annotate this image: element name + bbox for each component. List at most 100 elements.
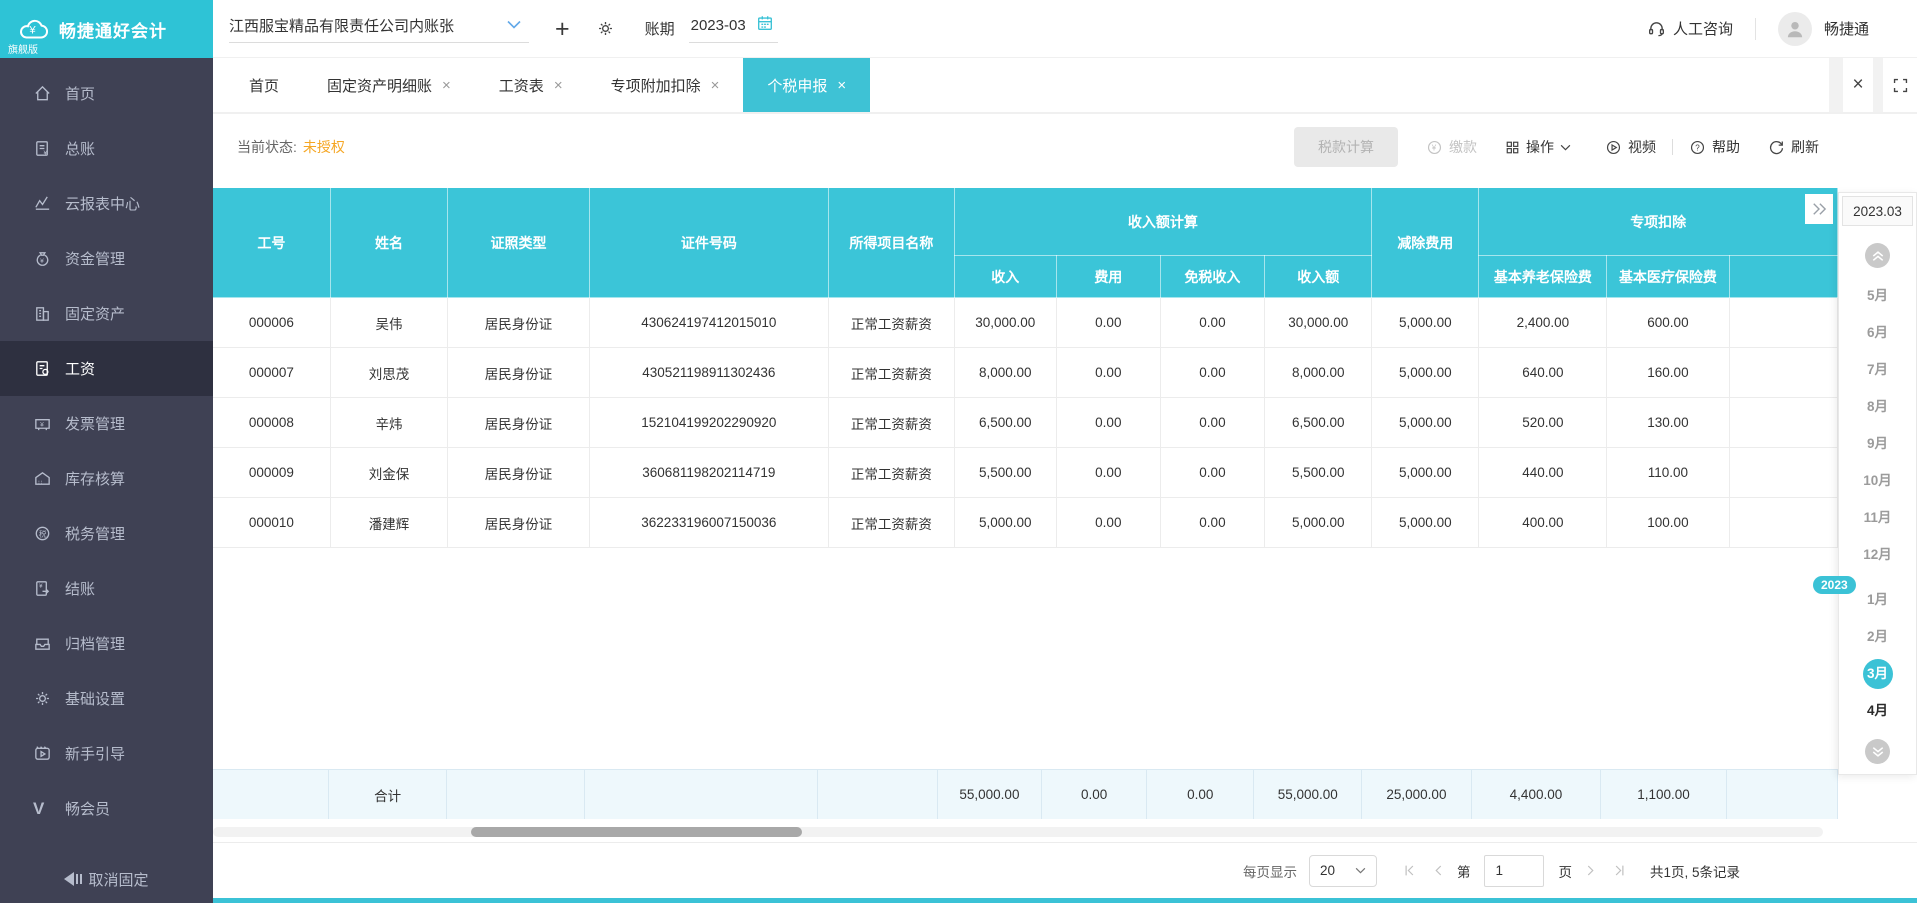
operations-menu[interactable]: 操作 (1505, 137, 1577, 157)
sidebar-item-label: 库存核算 (65, 471, 126, 488)
prev-page-button[interactable] (1431, 863, 1446, 878)
member-v-icon: V (33, 799, 45, 818)
record-summary: 共1页, 5条记录 (1649, 864, 1740, 880)
scroll-down-button[interactable] (1865, 739, 1890, 764)
status-label: 当前状态: (237, 139, 297, 155)
totals-cell: 1,100.00 (1600, 769, 1727, 819)
month-item[interactable]: 6月 (1866, 325, 1888, 340)
period-value: 2023-03 (690, 17, 746, 34)
month-item[interactable]: 11月 (1863, 510, 1892, 525)
add-account-button[interactable]: + (555, 14, 570, 43)
invoice-icon: ¥ (33, 414, 52, 433)
sidebar-item-guide[interactable]: 新手引导 (0, 726, 213, 781)
pay-button[interactable]: ¥ 缴款 (1426, 137, 1477, 157)
sidebar-item-funds[interactable]: ¥ 资金管理 (0, 231, 213, 286)
sidebar-item-label: 云报表中心 (65, 196, 141, 213)
month-item[interactable]: 10月 (1863, 473, 1892, 488)
help-button[interactable]: ? 帮助 (1689, 137, 1740, 157)
account-settings-gear-icon[interactable] (596, 19, 615, 38)
totals-cell: 25,000.00 (1361, 769, 1472, 819)
unpin-sidebar-button[interactable]: 取消固定 (0, 855, 213, 903)
tab-item[interactable]: 首页 (225, 58, 303, 112)
table-row[interactable]: 000009 刘金保 居民身份证 360681198202114719 正常工资薪资 5,… (213, 447, 1838, 498)
totals-cell: 合计 (328, 769, 448, 819)
company-selector[interactable]: 江西服宝精品有限责任公司内账张 (229, 15, 529, 43)
scroll-up-button[interactable] (1865, 243, 1890, 268)
expand-panel-button[interactable] (1805, 194, 1833, 224)
month-item[interactable]: 7月 (1866, 362, 1888, 377)
divider (1754, 17, 1756, 40)
month-item[interactable]: 9月 (1866, 436, 1888, 451)
table-cell: 0.00 (1055, 397, 1161, 448)
close-tab-button[interactable]: × (1829, 58, 1873, 112)
tab-item[interactable]: 专项附加扣除 × (587, 58, 744, 112)
sidebar-item-inventory[interactable]: 库存核算 (0, 451, 213, 506)
sidebar-item-member[interactable]: V 畅会员 (0, 781, 213, 836)
table-cell: 辛炜 (329, 397, 449, 448)
tab-close-icon[interactable]: × (710, 76, 720, 94)
refresh-button[interactable]: 刷新 (1768, 137, 1819, 157)
first-page-button[interactable] (1402, 863, 1417, 878)
table-cell: 正常工资薪资 (828, 347, 955, 398)
page-size-select[interactable]: 20 (1308, 854, 1377, 887)
unpin-label: 取消固定 (88, 871, 149, 889)
closing-icon: ¥ (33, 579, 52, 598)
tax-calc-button[interactable]: 税款计算 (1294, 127, 1398, 167)
scrollbar-thumb[interactable] (471, 827, 802, 837)
sidebar-item-home[interactable]: 首页 (0, 66, 213, 121)
avatar[interactable] (1777, 11, 1812, 46)
month-item[interactable]: 3月 (1862, 659, 1893, 689)
collapse-bars-icon (76, 874, 83, 884)
sidebar-item-label: 新手引导 (65, 746, 126, 763)
table-cell: 5,000.00 (1371, 397, 1480, 448)
toolbar-actions: 税款计算 ¥ 缴款 操作 视频 ? 帮助 刷新 (1294, 127, 1819, 167)
tab-item[interactable]: 工资表 × (475, 58, 587, 112)
tab-label: 个税申报 (767, 77, 828, 95)
period-selector[interactable]: 2023-03 (688, 14, 778, 43)
month-item[interactable]: 2月 (1866, 629, 1888, 644)
table-row[interactable]: 000006 吴伟 居民身份证 430624197412015010 正常工资薪资 30,… (213, 297, 1838, 348)
video-help-button[interactable]: 视频 (1605, 137, 1656, 157)
table-row[interactable]: 000010 潘建辉 居民身份证 362233196007150036 正常工资薪资 5,… (213, 497, 1838, 548)
sidebar-item-closing[interactable]: ¥ 结账 (0, 561, 213, 616)
totals-table: 合计 55,000.00 0.00 0.00 55,000.00 25,000.00 4,4… (213, 769, 1838, 819)
sidebar-item-label: 发票管理 (65, 416, 126, 433)
month-item[interactable]: 4月 (1866, 703, 1888, 718)
next-page-button[interactable] (1583, 863, 1598, 878)
sidebar-item-general-ledger[interactable]: ¥ 总账 (0, 121, 213, 176)
table-cell: 正常工资薪资 (828, 447, 955, 498)
support-button[interactable]: 人工咨询 (1647, 18, 1733, 39)
last-page-button[interactable] (1612, 863, 1627, 878)
table-cell: 正常工资薪资 (828, 497, 955, 548)
table-cell: 5,500.00 (953, 447, 1057, 498)
sidebar-item-salary[interactable]: 工资 (0, 341, 213, 396)
sidebar-item-settings[interactable]: 基础设置 (0, 671, 213, 726)
pay-yuan-icon: ¥ (1427, 140, 1442, 154)
month-item[interactable]: 1月 (1866, 592, 1888, 607)
totals-cell (446, 769, 586, 819)
table-cell: 5,500.00 (1264, 447, 1373, 498)
month-item[interactable]: 5月 (1866, 288, 1888, 303)
tab-close-icon[interactable]: × (553, 76, 563, 94)
company-name: 江西服宝精品有限责任公司内账张 (229, 17, 455, 35)
tab-close-icon[interactable]: × (837, 76, 847, 94)
table-cell: 0.00 (1159, 347, 1266, 398)
page-number-input[interactable] (1484, 854, 1545, 887)
horizontal-scrollbar[interactable] (213, 827, 1823, 837)
tab-close-icon[interactable]: × (442, 76, 451, 94)
sidebar-item-invoices[interactable]: ¥ 发票管理 (0, 396, 213, 451)
sidebar-item-archive[interactable]: 归档管理 (0, 616, 213, 671)
user-name[interactable]: 畅捷通 (1823, 21, 1869, 38)
month-item[interactable]: 12月 (1863, 547, 1892, 562)
warehouse-icon (33, 469, 52, 488)
month-item[interactable]: 8月 (1866, 399, 1888, 414)
tab-item[interactable]: 个税申报 × (743, 58, 871, 112)
table-row[interactable]: 000008 辛炜 居民身份证 152104199202290920 正常工资薪资 6,5… (213, 397, 1838, 448)
sidebar-item-fixed-assets[interactable]: 固定资产 (0, 286, 213, 341)
table-row[interactable]: 000007 刘思茂 居民身份证 430521198911302436 正常工资薪资 8,… (213, 347, 1838, 398)
table-cell: 160.00 (1606, 347, 1730, 398)
tab-item[interactable]: 固定资产明细账 × (303, 58, 475, 112)
sidebar-item-tax[interactable]: 税 税务管理 (0, 506, 213, 561)
sidebar-item-cloud-reports[interactable]: 云报表中心 (0, 176, 213, 231)
fullscreen-icon[interactable] (1873, 58, 1917, 112)
